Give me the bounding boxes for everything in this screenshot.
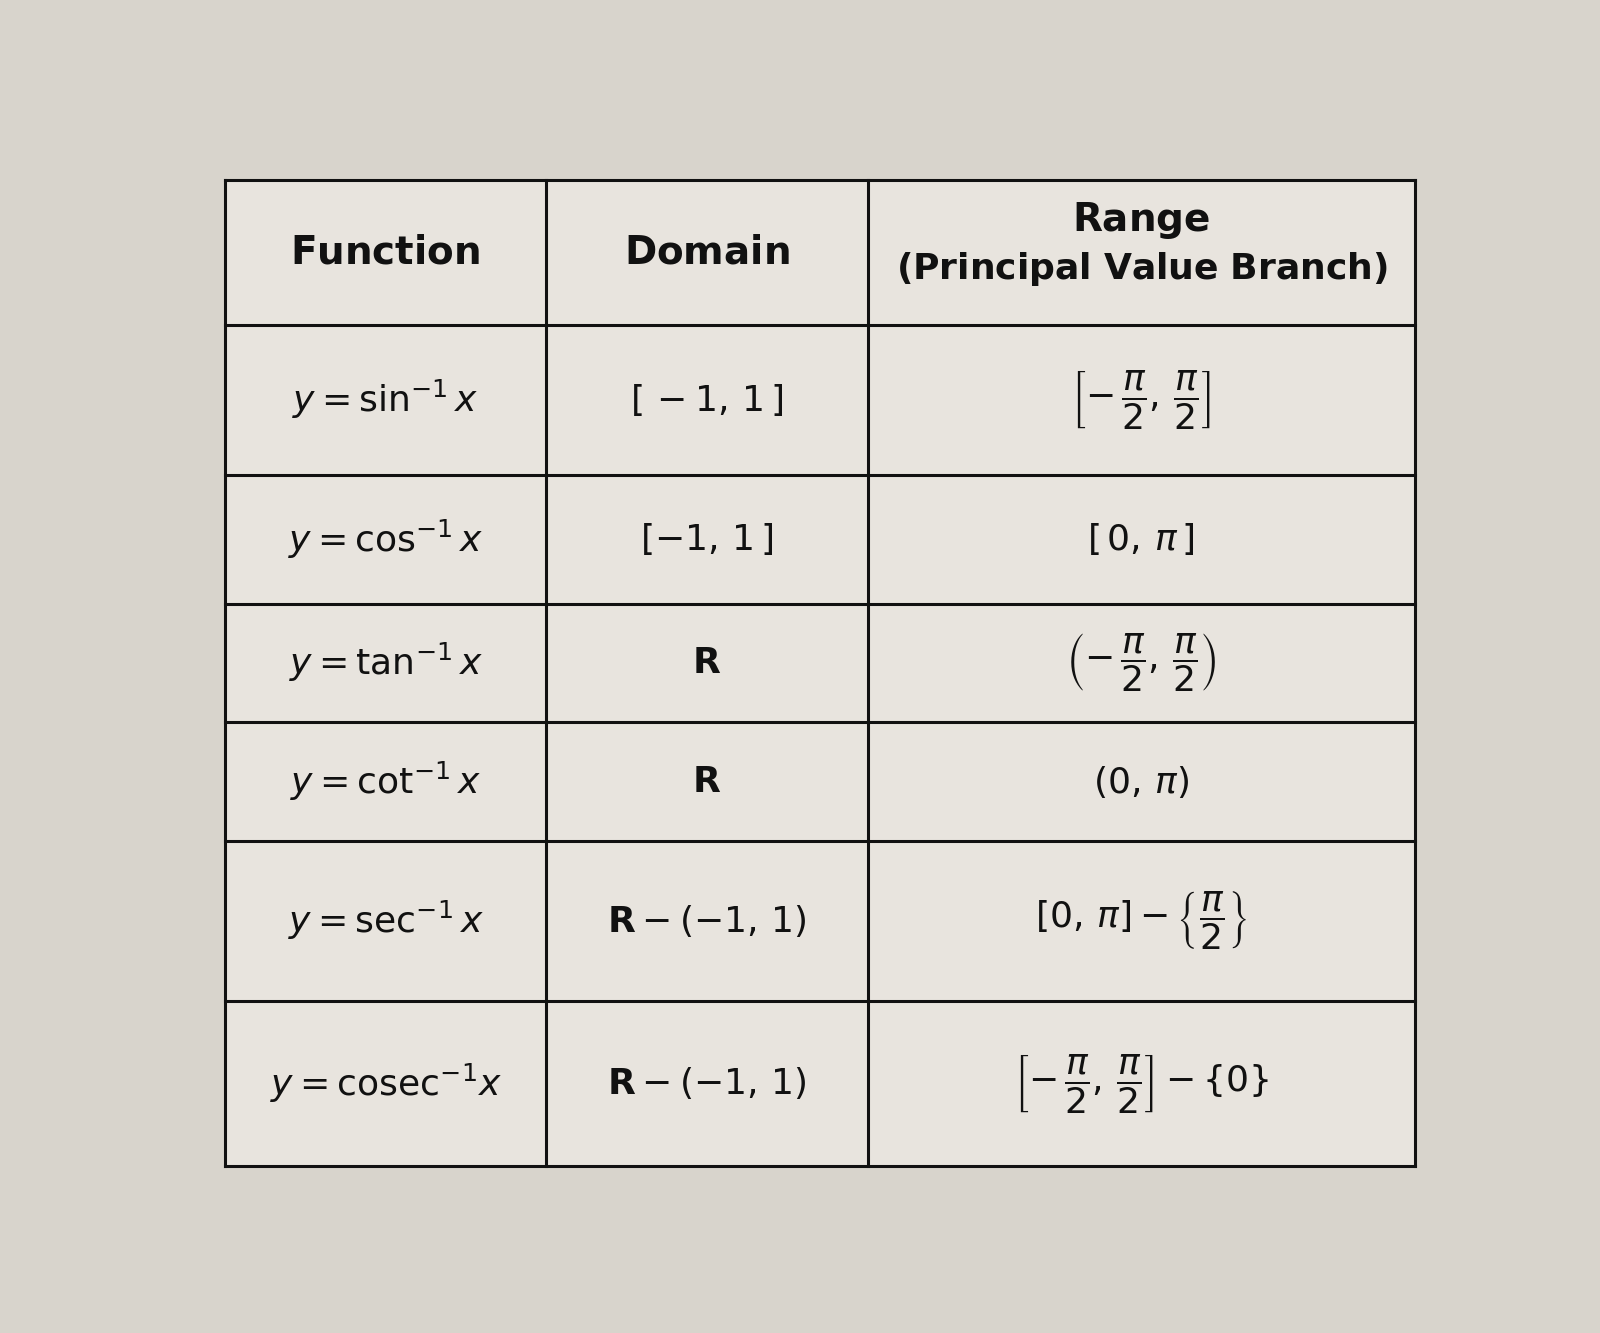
Text: $\mathbf{R}$: $\mathbf{R}$: [693, 647, 722, 680]
Bar: [867, 604, 1414, 722]
Text: $\mathbf{R} - (-1,\,1)$: $\mathbf{R} - (-1,\,1)$: [606, 1065, 806, 1101]
Text: $y = \sec^{-1} x$: $y = \sec^{-1} x$: [288, 900, 483, 942]
Text: $[0,\,\pi] - \left\{\dfrac{\pi}{2}\right\}$: $[0,\,\pi] - \left\{\dfrac{\pi}{2}\right…: [1035, 889, 1248, 952]
Text: $y = \tan^{-1} x$: $y = \tan^{-1} x$: [288, 641, 483, 684]
Bar: [867, 475, 1414, 604]
Bar: [224, 1001, 546, 1166]
Text: $[\,-1,\,1\,]$: $[\,-1,\,1\,]$: [630, 381, 784, 417]
Bar: [867, 325, 1414, 475]
Bar: [224, 180, 546, 325]
Text: $(0,\,\pi)$: $(0,\,\pi)$: [1093, 764, 1189, 800]
Text: $y = \sin^{-1} x$: $y = \sin^{-1} x$: [293, 379, 478, 421]
Text: $\bf{Function}$: $\bf{Function}$: [291, 235, 480, 271]
Bar: [546, 180, 867, 325]
Bar: [546, 841, 867, 1001]
Text: $[\,0,\,\pi\,]$: $[\,0,\,\pi\,]$: [1088, 521, 1195, 557]
Bar: [224, 841, 546, 1001]
Bar: [867, 1001, 1414, 1166]
Bar: [867, 841, 1414, 1001]
Text: $\bf{Range}$: $\bf{Range}$: [1072, 200, 1211, 241]
Text: $\left(-\,\dfrac{\pi}{2},\,\dfrac{\pi}{2}\right)$: $\left(-\,\dfrac{\pi}{2},\,\dfrac{\pi}{2…: [1066, 632, 1216, 694]
Bar: [224, 604, 546, 722]
Text: $y = \mathrm{cosec}^{-1} x$: $y = \mathrm{cosec}^{-1} x$: [270, 1061, 501, 1105]
Text: $\left[-\,\dfrac{\pi}{2},\,\dfrac{\pi}{2}\right] - \{0\}$: $\left[-\,\dfrac{\pi}{2},\,\dfrac{\pi}{2…: [1014, 1052, 1269, 1114]
Text: $\bf{Domain}$: $\bf{Domain}$: [624, 235, 790, 271]
Bar: [546, 722, 867, 841]
Bar: [546, 325, 867, 475]
Text: $\mathbf{R}$: $\mathbf{R}$: [693, 765, 722, 798]
Text: $y = \cos^{-1} x$: $y = \cos^{-1} x$: [288, 517, 483, 561]
Bar: [546, 604, 867, 722]
Text: $\mathbf{R} - (-1,\,1)$: $\mathbf{R} - (-1,\,1)$: [606, 902, 806, 938]
Bar: [867, 180, 1414, 325]
Text: $\left[-\,\dfrac{\pi}{2},\,\dfrac{\pi}{2}\right]$: $\left[-\,\dfrac{\pi}{2},\,\dfrac{\pi}{2…: [1072, 368, 1211, 432]
Bar: [224, 325, 546, 475]
Text: $y = \cot^{-1} x$: $y = \cot^{-1} x$: [290, 760, 482, 802]
Bar: [867, 722, 1414, 841]
Bar: [546, 475, 867, 604]
Bar: [224, 722, 546, 841]
Bar: [546, 1001, 867, 1166]
Bar: [224, 475, 546, 604]
Text: $[-1,\,1\,]$: $[-1,\,1\,]$: [640, 521, 774, 557]
Text: $\bf{(Principal\ Value\ Branch)}$: $\bf{(Principal\ Value\ Branch)}$: [896, 249, 1387, 288]
